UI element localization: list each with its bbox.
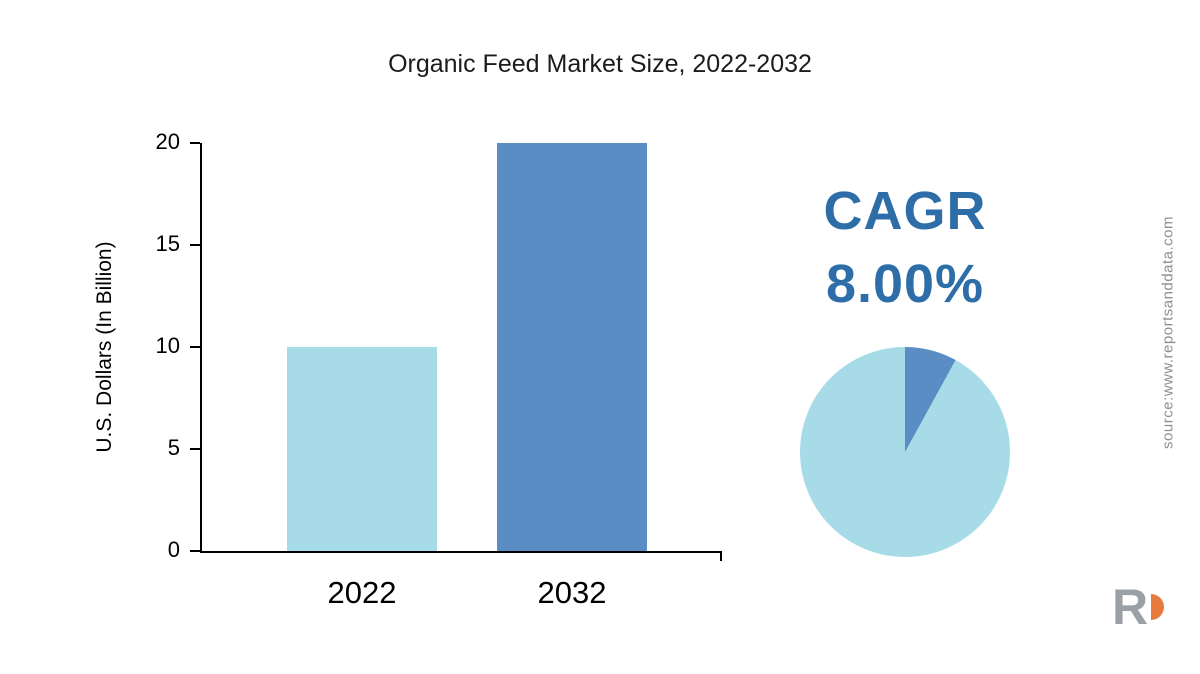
- brand-logo: R: [1112, 579, 1165, 635]
- x-axis-label-2032: 2032: [537, 575, 607, 610]
- y-axis-tick: [190, 448, 200, 450]
- brand-logo-letter: R: [1112, 579, 1149, 635]
- y-axis-tick: [190, 550, 200, 552]
- pie-chart: [800, 346, 1010, 557]
- cagr-value: 8.00%: [825, 254, 985, 315]
- y-axis-tick: [190, 142, 200, 144]
- bar-plot-area: 0 5 10 15 20 2022 2032: [156, 131, 722, 610]
- y-axis-label: U.S. Dollars (In Billion): [93, 241, 116, 453]
- y-axis-tick-label: 5: [167, 435, 180, 460]
- cagr-panel: CAGR 8.00%: [780, 181, 1030, 557]
- y-axis-tick-label: 0: [167, 537, 180, 562]
- brand-logo-dot-icon: [1151, 594, 1165, 620]
- y-axis-tick-label: 10: [155, 333, 180, 358]
- y-axis-tick-label: 20: [155, 129, 180, 154]
- y-axis-tick: [190, 244, 200, 246]
- x-axis-label-2022: 2022: [327, 575, 397, 610]
- y-axis-tick-label: 15: [155, 231, 180, 256]
- chart-title: Organic Feed Market Size, 2022-2032: [388, 50, 812, 78]
- source-watermark: source:www.reportsanddata.com: [1159, 216, 1177, 449]
- cagr-label: CAGR: [823, 181, 987, 241]
- x-axis-end-tick: [720, 553, 722, 561]
- bar-2022: [287, 347, 437, 551]
- y-axis-tick: [190, 346, 200, 348]
- bar-2032: [497, 143, 647, 551]
